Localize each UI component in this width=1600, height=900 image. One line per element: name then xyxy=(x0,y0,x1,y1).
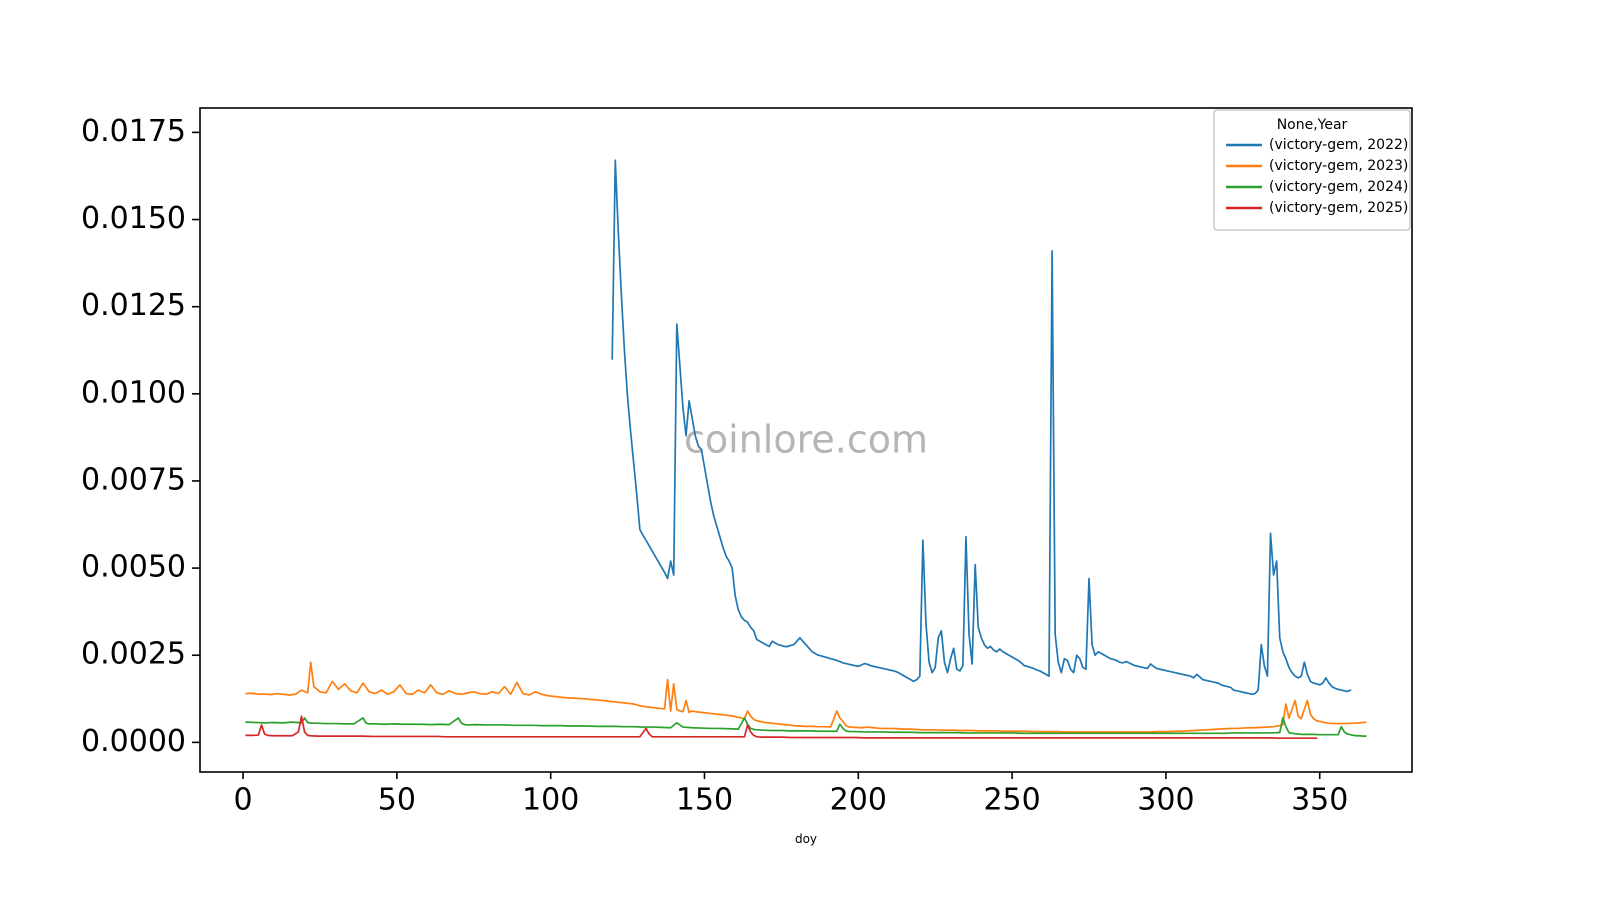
y-tick-label: 0.0150 xyxy=(81,201,186,236)
chart-legend[interactable]: None,Year (victory-gem, 2022) (victory-gem… xyxy=(1213,109,1411,231)
x-tick-label: 0 xyxy=(234,783,253,818)
series-line-1 xyxy=(611,159,1352,696)
x-tick-label: 100 xyxy=(522,783,579,818)
legend-label-2[interactable]: (victory-gem, 2023) xyxy=(1269,158,1408,174)
x-tick-label: 150 xyxy=(676,783,733,818)
x-tick-label: 50 xyxy=(378,783,416,818)
y-tick-label: 0.0025 xyxy=(81,637,186,672)
plot-spines xyxy=(199,107,1413,773)
x-tick-label: 350 xyxy=(1291,783,1348,818)
y-tick-label: 0.0100 xyxy=(81,375,186,410)
legend-label-1[interactable]: (victory-gem, 2022) xyxy=(1269,137,1408,153)
series-line-3 xyxy=(245,717,1367,737)
legend-title: None,Year xyxy=(1277,117,1348,133)
legend-label-3[interactable]: (victory-gem, 2024) xyxy=(1269,179,1408,195)
series-lines xyxy=(245,159,1367,740)
x-axis-label: doy xyxy=(795,832,817,846)
x-axis-ticks: 0 50 100 150 200 250 300 350 xyxy=(234,772,1348,818)
y-tick-label: 0.0075 xyxy=(81,462,186,497)
y-tick-label: 0.0125 xyxy=(81,288,186,323)
y-tick-label: 0.0175 xyxy=(81,114,186,149)
legend-label-4[interactable]: (victory-gem, 2025) xyxy=(1269,200,1408,216)
x-tick-label: 300 xyxy=(1137,783,1194,818)
y-tick-label: 0.0050 xyxy=(81,550,186,585)
y-axis-ticks: 0.0000 0.0025 0.0050 0.0075 0.0100 0.0125 0.01… xyxy=(81,114,200,759)
x-tick-label: 250 xyxy=(983,783,1040,818)
legend-background xyxy=(1213,109,1411,231)
series-line-4 xyxy=(245,715,1318,740)
watermark-text: coinlore.com xyxy=(684,418,928,462)
y-tick-label: 0.0000 xyxy=(81,724,186,759)
x-tick-label: 200 xyxy=(830,783,887,818)
series-line-2 xyxy=(245,661,1367,733)
